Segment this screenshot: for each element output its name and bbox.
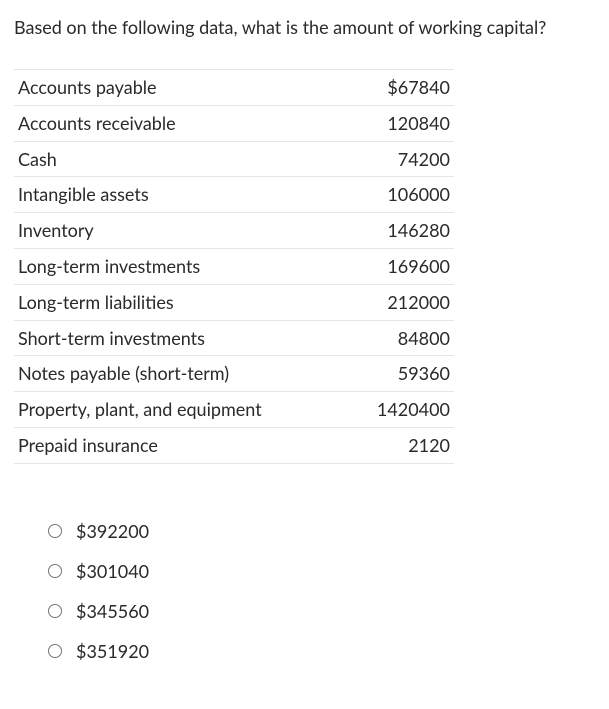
option-row[interactable]: $351920 bbox=[48, 640, 595, 662]
option-row[interactable]: $345560 bbox=[48, 600, 595, 622]
row-value: 84800 bbox=[355, 320, 454, 356]
option-radio[interactable] bbox=[48, 644, 62, 658]
option-label: $345560 bbox=[76, 600, 149, 622]
row-value: 59360 bbox=[355, 356, 454, 392]
row-label: Property, plant, and equipment bbox=[14, 392, 355, 428]
option-row[interactable]: $301040 bbox=[48, 560, 595, 582]
option-radio[interactable] bbox=[48, 524, 62, 538]
table-row: Accounts receivable 120840 bbox=[14, 105, 454, 141]
option-radio[interactable] bbox=[48, 564, 62, 578]
row-label: Inventory bbox=[14, 213, 355, 249]
question-prompt: Based on the following data, what is the… bbox=[14, 14, 595, 41]
answer-options: $392200 $301040 $345560 $351920 bbox=[14, 520, 595, 662]
option-radio[interactable] bbox=[48, 604, 62, 618]
table-row: Inventory 146280 bbox=[14, 213, 454, 249]
option-row[interactable]: $392200 bbox=[48, 520, 595, 542]
row-label: Accounts receivable bbox=[14, 105, 355, 141]
row-value: 1420400 bbox=[355, 392, 454, 428]
row-value: 146280 bbox=[355, 213, 454, 249]
row-label: Cash bbox=[14, 141, 355, 177]
row-label: Short-term investments bbox=[14, 320, 355, 356]
table-row: Intangible assets 106000 bbox=[14, 177, 454, 213]
table-row: Accounts payable $67840 bbox=[14, 70, 454, 106]
row-value: 74200 bbox=[355, 141, 454, 177]
table-row: Short-term investments 84800 bbox=[14, 320, 454, 356]
row-value: 2120 bbox=[355, 427, 454, 463]
option-label: $351920 bbox=[76, 640, 149, 662]
row-value: $67840 bbox=[355, 70, 454, 106]
row-label: Long-term investments bbox=[14, 248, 355, 284]
option-label: $301040 bbox=[76, 560, 149, 582]
row-label: Notes payable (short-term) bbox=[14, 356, 355, 392]
row-value: 169600 bbox=[355, 248, 454, 284]
table-row: Long-term investments 169600 bbox=[14, 248, 454, 284]
table-row: Property, plant, and equipment 1420400 bbox=[14, 392, 454, 428]
table-row: Notes payable (short-term) 59360 bbox=[14, 356, 454, 392]
row-label: Prepaid insurance bbox=[14, 427, 355, 463]
row-value: 120840 bbox=[355, 105, 454, 141]
table-row: Cash 74200 bbox=[14, 141, 454, 177]
row-label: Intangible assets bbox=[14, 177, 355, 213]
table-row: Prepaid insurance 2120 bbox=[14, 427, 454, 463]
row-value: 106000 bbox=[355, 177, 454, 213]
data-table: Accounts payable $67840 Accounts receiva… bbox=[14, 69, 454, 464]
option-label: $392200 bbox=[76, 520, 149, 542]
table-row: Long-term liabilities 212000 bbox=[14, 284, 454, 320]
row-label: Long-term liabilities bbox=[14, 284, 355, 320]
row-label: Accounts payable bbox=[14, 70, 355, 106]
row-value: 212000 bbox=[355, 284, 454, 320]
